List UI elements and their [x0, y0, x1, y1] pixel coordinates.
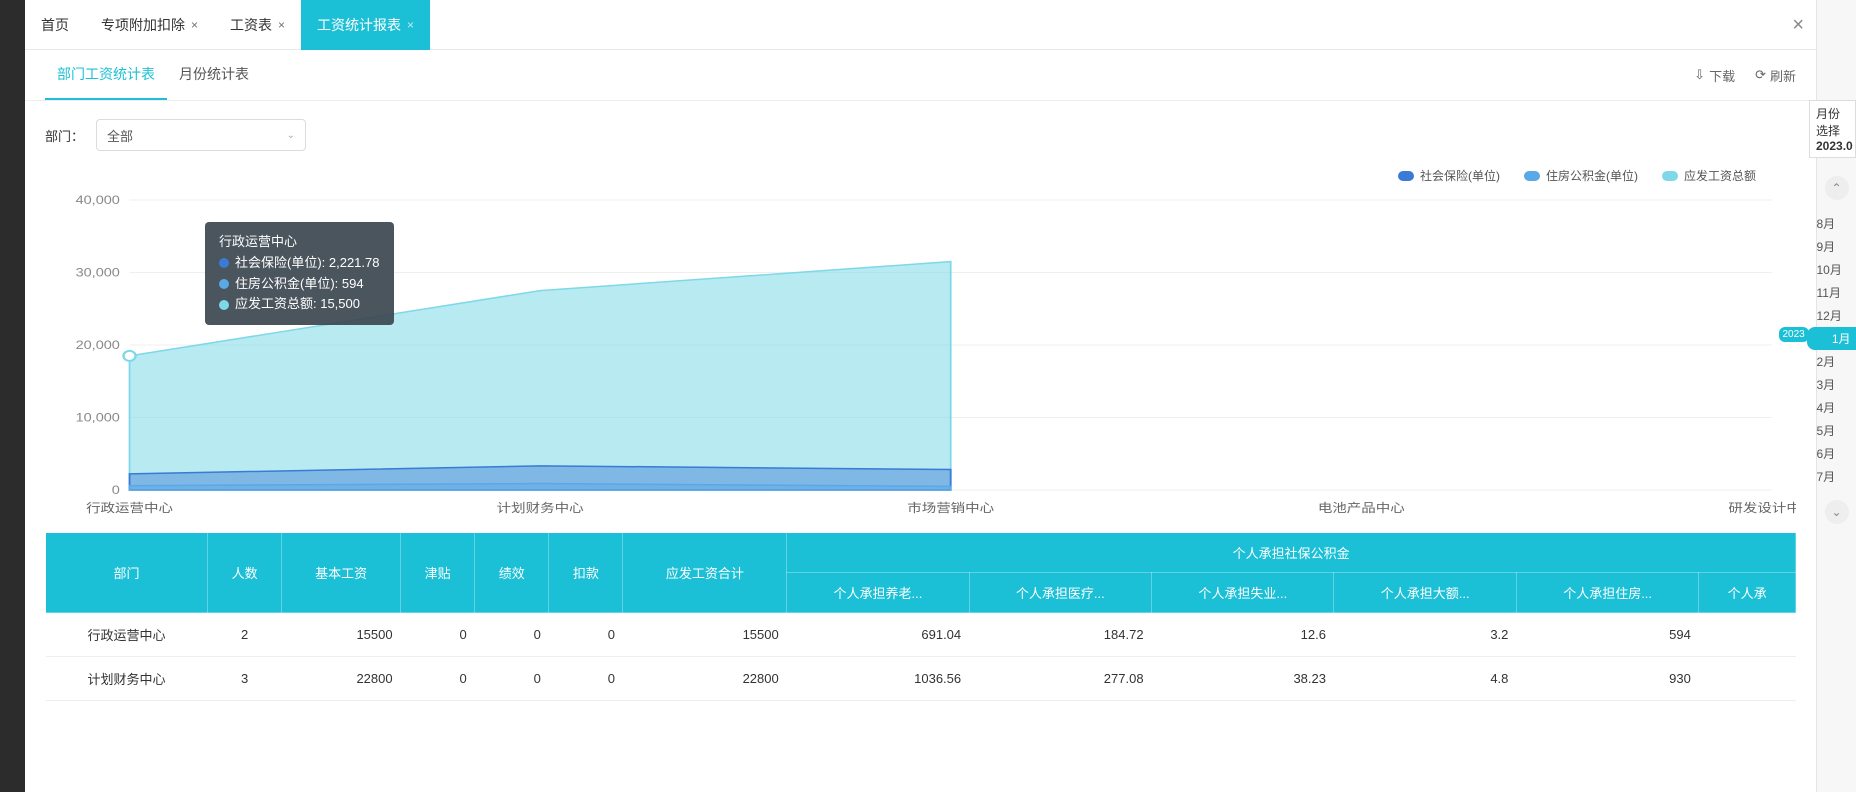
month-item[interactable]: 6月 — [1817, 442, 1856, 465]
tab-close-icon[interactable]: × — [191, 18, 198, 32]
month-item[interactable]: 7月 — [1817, 465, 1856, 488]
tab-close-icon[interactable]: × — [407, 18, 414, 32]
tab-close-icon[interactable]: × — [278, 18, 285, 32]
legend-item[interactable]: 社会保险(单位) — [1398, 167, 1500, 184]
refresh-icon: ⟳ — [1755, 67, 1766, 83]
month-item[interactable]: 5月 — [1817, 419, 1856, 442]
month-up-button[interactable]: ⌃ — [1825, 176, 1849, 200]
refresh-label: 刷新 — [1770, 66, 1796, 85]
sub-tabs: 部门工资统计表月份统计表 ⇩ 下载 ⟳ 刷新 — [25, 50, 1816, 101]
month-item[interactable]: 3月 — [1817, 373, 1856, 396]
month-item[interactable]: 8月 — [1817, 212, 1856, 235]
svg-text:20,000: 20,000 — [76, 338, 120, 352]
download-icon: ⇩ — [1694, 67, 1705, 83]
svg-text:0: 0 — [112, 483, 120, 497]
sub-tab[interactable]: 月份统计表 — [167, 50, 261, 100]
legend-item[interactable]: 应发工资总额 — [1662, 167, 1756, 184]
chevron-down-icon: ⌄ — [287, 130, 295, 141]
legend-dot — [1398, 171, 1414, 181]
legend-dot — [1524, 171, 1540, 181]
month-item[interactable]: 2月 — [1817, 350, 1856, 373]
table-row[interactable]: 行政运营中心21550000015500691.04184.7212.63.25… — [46, 613, 1796, 657]
top-tab[interactable]: 工资统计报表× — [301, 0, 430, 50]
chart-tooltip: 行政运营中心 社会保险(单位): 2,221.78住房公积金(单位): 594应… — [205, 222, 394, 325]
chart-legend: 社会保险(单位) 住房公积金(单位) 应发工资总额 — [45, 161, 1796, 190]
svg-text:40,000: 40,000 — [76, 193, 120, 207]
top-tab[interactable]: 首页 — [25, 0, 85, 50]
sub-tab[interactable]: 部门工资统计表 — [45, 50, 167, 100]
svg-text:10,000: 10,000 — [76, 411, 120, 425]
legend-dot — [1662, 171, 1678, 181]
month-item[interactable]: 9月 — [1817, 235, 1856, 258]
svg-text:30,000: 30,000 — [76, 266, 120, 280]
download-label: 下载 — [1709, 66, 1735, 85]
svg-text:市场营销中心: 市场营销中心 — [907, 500, 994, 514]
svg-text:电池产品中心: 电池产品中心 — [1318, 501, 1405, 515]
month-item[interactable]: 11月 — [1817, 281, 1856, 304]
month-item[interactable]: 4月 — [1817, 396, 1856, 419]
salary-table: 部门人数基本工资津贴绩效扣款应发工资合计个人承担社保公积金个人承担养老...个人… — [45, 532, 1796, 701]
left-nav-rail — [0, 0, 25, 792]
svg-text:行政运营中心: 行政运营中心 — [86, 501, 173, 515]
legend-item[interactable]: 住房公积金(单位) — [1524, 167, 1638, 184]
refresh-button[interactable]: ⟳ 刷新 — [1755, 66, 1796, 85]
top-tabs: 首页专项附加扣除×工资表×工资统计报表× × — [25, 0, 1816, 50]
salary-chart: 010,00020,00030,00040,000行政运营中心计划财务中心市场营… — [45, 190, 1796, 520]
svg-text:计划财务中心: 计划财务中心 — [497, 501, 584, 515]
top-tab[interactable]: 专项附加扣除× — [85, 0, 214, 50]
dept-select[interactable]: 全部 ⌄ — [96, 119, 306, 151]
month-rail-header[interactable]: 月份选择 2023.0 — [1809, 100, 1856, 158]
tooltip-title: 行政运营中心 — [219, 232, 380, 253]
dept-select-value: 全部 — [107, 126, 133, 145]
top-tab[interactable]: 工资表× — [214, 0, 301, 50]
month-item[interactable]: 12月 — [1817, 304, 1856, 327]
month-item[interactable]: 20231月 — [1807, 327, 1856, 350]
download-button[interactable]: ⇩ 下载 — [1694, 66, 1735, 85]
year-badge: 2023 — [1779, 327, 1809, 342]
dept-filter-label: 部门： — [45, 126, 84, 145]
month-item[interactable]: 10月 — [1817, 258, 1856, 281]
month-down-button[interactable]: ⌄ — [1825, 500, 1849, 524]
close-icon[interactable]: × — [1792, 14, 1804, 37]
month-rail: 月份选择 2023.0 ⌃ 8月9月10月11月12月20231月2月3月4月5… — [1816, 0, 1856, 792]
svg-text:研发设计中心: 研发设计中心 — [1728, 501, 1796, 515]
table-row[interactable]: 计划财务中心322800000228001036.56277.0838.234.… — [46, 657, 1796, 701]
